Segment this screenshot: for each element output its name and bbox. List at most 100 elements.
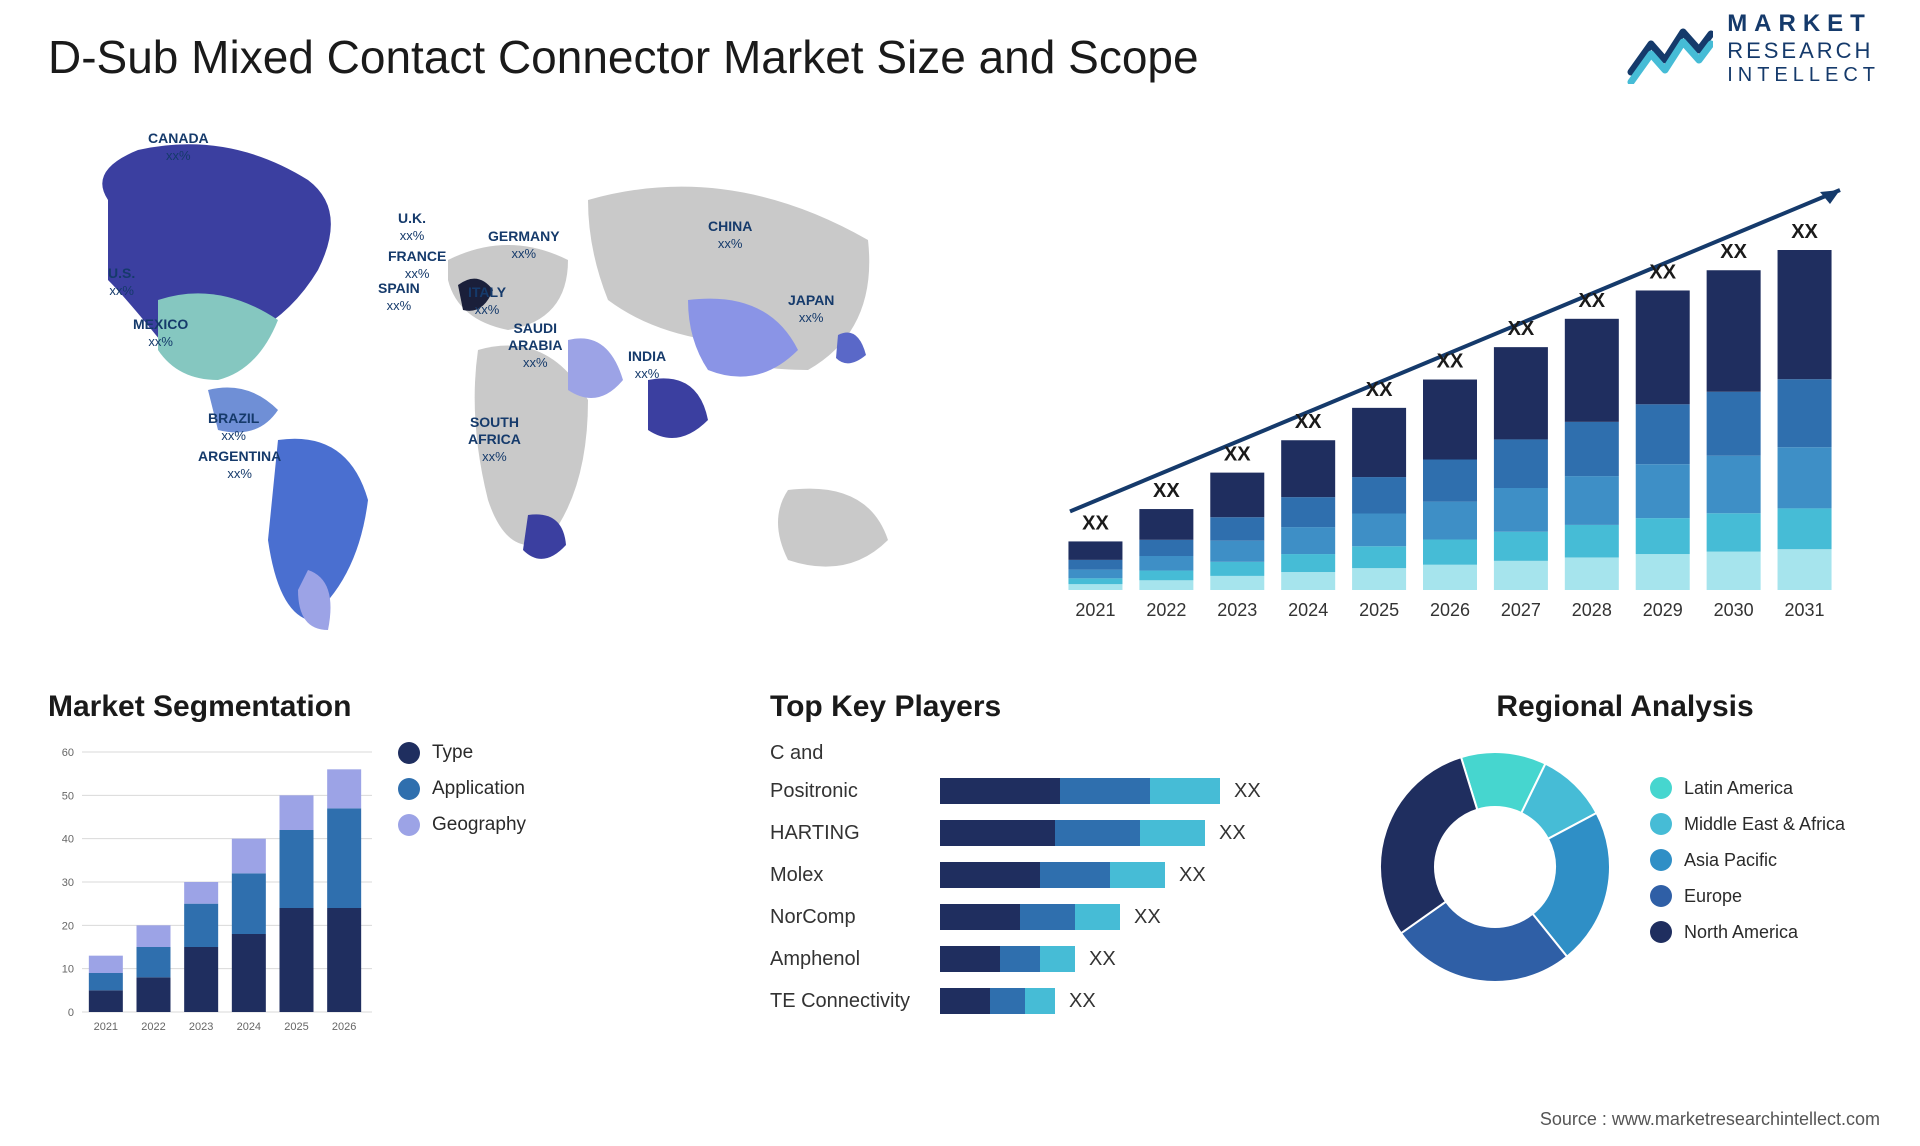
svg-text:2023: 2023 — [1217, 600, 1257, 620]
legend-item: Europe — [1650, 885, 1845, 907]
map-label: FRANCExx% — [388, 248, 446, 282]
map-label: U.K.xx% — [398, 210, 426, 244]
svg-text:60: 60 — [62, 747, 74, 759]
key-player-label: HARTING — [770, 822, 940, 845]
legend-item: Asia Pacific — [1650, 849, 1845, 871]
key-player-label: TE Connectivity — [770, 990, 940, 1013]
key-players-panel: Top Key Players C and PositronicXXHARTIN… — [770, 690, 1290, 1027]
key-player-value: XX — [1089, 948, 1116, 971]
brand-logo: MARKET RESEARCH INTELLECT — [1627, 10, 1880, 87]
svg-text:XX: XX — [1649, 261, 1676, 283]
map-label: SOUTHAFRICAxx% — [468, 414, 521, 464]
key-player-row: TE Connectivity XX — [770, 985, 1290, 1017]
segmentation-legend: TypeApplicationGeography — [398, 742, 526, 1042]
logo-line-1: MARKET — [1727, 10, 1880, 38]
map-label: SPAINxx% — [378, 280, 420, 314]
key-players-title: Top Key Players — [770, 690, 1290, 724]
key-player-label: NorComp — [770, 906, 940, 929]
regional-title: Regional Analysis — [1370, 690, 1880, 724]
segmentation-panel: Market Segmentation 0 10 20 30 40 50 60 2021 202… — [48, 690, 608, 1042]
map-label: U.S.xx% — [108, 265, 135, 299]
key-player-value: XX — [1219, 822, 1246, 845]
svg-text:XX: XX — [1153, 480, 1180, 502]
map-label: ARGENTINAxx% — [198, 448, 281, 482]
key-player-row: Molex XX — [770, 859, 1290, 891]
key-player-bar — [940, 820, 1205, 846]
key-player-bar — [940, 946, 1075, 972]
segmentation-title: Market Segmentation — [48, 690, 608, 724]
svg-text:2025: 2025 — [1359, 600, 1399, 620]
key-players-rows: PositronicXXHARTINGXXMolexXXNorCompXXAmp… — [770, 775, 1290, 1017]
map-label: CHINAxx% — [708, 218, 752, 252]
svg-text:XX: XX — [1578, 290, 1605, 312]
key-player-label: Positronic — [770, 780, 940, 803]
svg-text:XX: XX — [1791, 221, 1818, 243]
svg-text:2023: 2023 — [189, 1021, 213, 1033]
regional-panel: Regional Analysis Latin AmericaMiddle Ea… — [1370, 690, 1880, 992]
svg-text:2026: 2026 — [1430, 600, 1470, 620]
logo-line-2: RESEARCH — [1727, 38, 1880, 64]
svg-text:2027: 2027 — [1501, 600, 1541, 620]
map-label: BRAZILxx% — [208, 410, 259, 444]
svg-text:2029: 2029 — [1643, 600, 1683, 620]
page-title: D-Sub Mixed Contact Connector Market Siz… — [48, 30, 1199, 84]
svg-text:10: 10 — [62, 964, 74, 976]
svg-text:20: 20 — [62, 920, 74, 932]
svg-text:2024: 2024 — [237, 1021, 261, 1033]
legend-item: Latin America — [1650, 777, 1845, 799]
world-map: CANADAxx% U.S.xx% MEXICOxx% BRAZILxx% ARGENT… — [48, 120, 948, 640]
svg-text:XX: XX — [1720, 241, 1747, 263]
segmentation-chart: 0 10 20 30 40 50 60 2021 2022 2023 2024 2025 2026 — [48, 742, 378, 1042]
key-players-extra: C and — [770, 742, 1290, 765]
key-player-label: Amphenol — [770, 948, 940, 971]
svg-text:XX: XX — [1508, 318, 1535, 340]
key-player-value: XX — [1234, 780, 1261, 803]
svg-text:2024: 2024 — [1288, 600, 1328, 620]
key-player-value: XX — [1134, 906, 1161, 929]
svg-text:0: 0 — [68, 1007, 74, 1019]
svg-text:2031: 2031 — [1785, 600, 1825, 620]
map-label: GERMANYxx% — [488, 228, 560, 262]
map-label: INDIAxx% — [628, 348, 666, 382]
key-player-bar — [940, 862, 1165, 888]
key-player-label: Molex — [770, 864, 940, 887]
key-player-row: Positronic XX — [770, 775, 1290, 807]
logo-mark-icon — [1627, 14, 1713, 84]
key-player-bar — [940, 904, 1120, 930]
svg-text:2030: 2030 — [1714, 600, 1754, 620]
svg-text:2025: 2025 — [284, 1021, 308, 1033]
svg-text:40: 40 — [62, 834, 74, 846]
key-player-bar — [940, 778, 1220, 804]
svg-text:XX: XX — [1224, 444, 1251, 466]
logo-line-3: INTELLECT — [1727, 64, 1880, 87]
svg-text:2026: 2026 — [332, 1021, 356, 1033]
legend-item: Geography — [398, 814, 526, 836]
main-growth-chart: XX 2021 XX 2022 XX 2023 XX 2024 XX 2025 XX 2026 XX 20… — [1030, 150, 1870, 640]
key-player-row: HARTING XX — [770, 817, 1290, 849]
key-player-bar — [940, 988, 1055, 1014]
regional-donut-chart — [1370, 742, 1620, 992]
svg-text:XX: XX — [1366, 379, 1393, 401]
key-player-value: XX — [1179, 864, 1206, 887]
key-player-value: XX — [1069, 990, 1096, 1013]
svg-text:2021: 2021 — [94, 1021, 118, 1033]
key-player-row: NorComp XX — [770, 901, 1290, 933]
svg-text:XX: XX — [1437, 351, 1464, 373]
key-player-row: Amphenol XX — [770, 943, 1290, 975]
map-shapes-icon — [102, 144, 888, 630]
svg-text:2022: 2022 — [141, 1021, 165, 1033]
map-label: CANADAxx% — [148, 130, 209, 164]
map-label: MEXICOxx% — [133, 316, 188, 350]
legend-item: North America — [1650, 921, 1845, 943]
svg-text:XX: XX — [1295, 411, 1322, 433]
source-text: Source : www.marketresearchintellect.com — [1540, 1109, 1880, 1130]
svg-text:2021: 2021 — [1075, 600, 1115, 620]
svg-text:50: 50 — [62, 790, 74, 802]
svg-text:30: 30 — [62, 877, 74, 889]
map-label: ITALYxx% — [468, 284, 506, 318]
regional-legend: Latin AmericaMiddle East & AfricaAsia Pa… — [1650, 777, 1845, 957]
legend-item: Application — [398, 778, 526, 800]
map-label: JAPANxx% — [788, 292, 834, 326]
svg-text:2022: 2022 — [1146, 600, 1186, 620]
svg-text:2028: 2028 — [1572, 600, 1612, 620]
